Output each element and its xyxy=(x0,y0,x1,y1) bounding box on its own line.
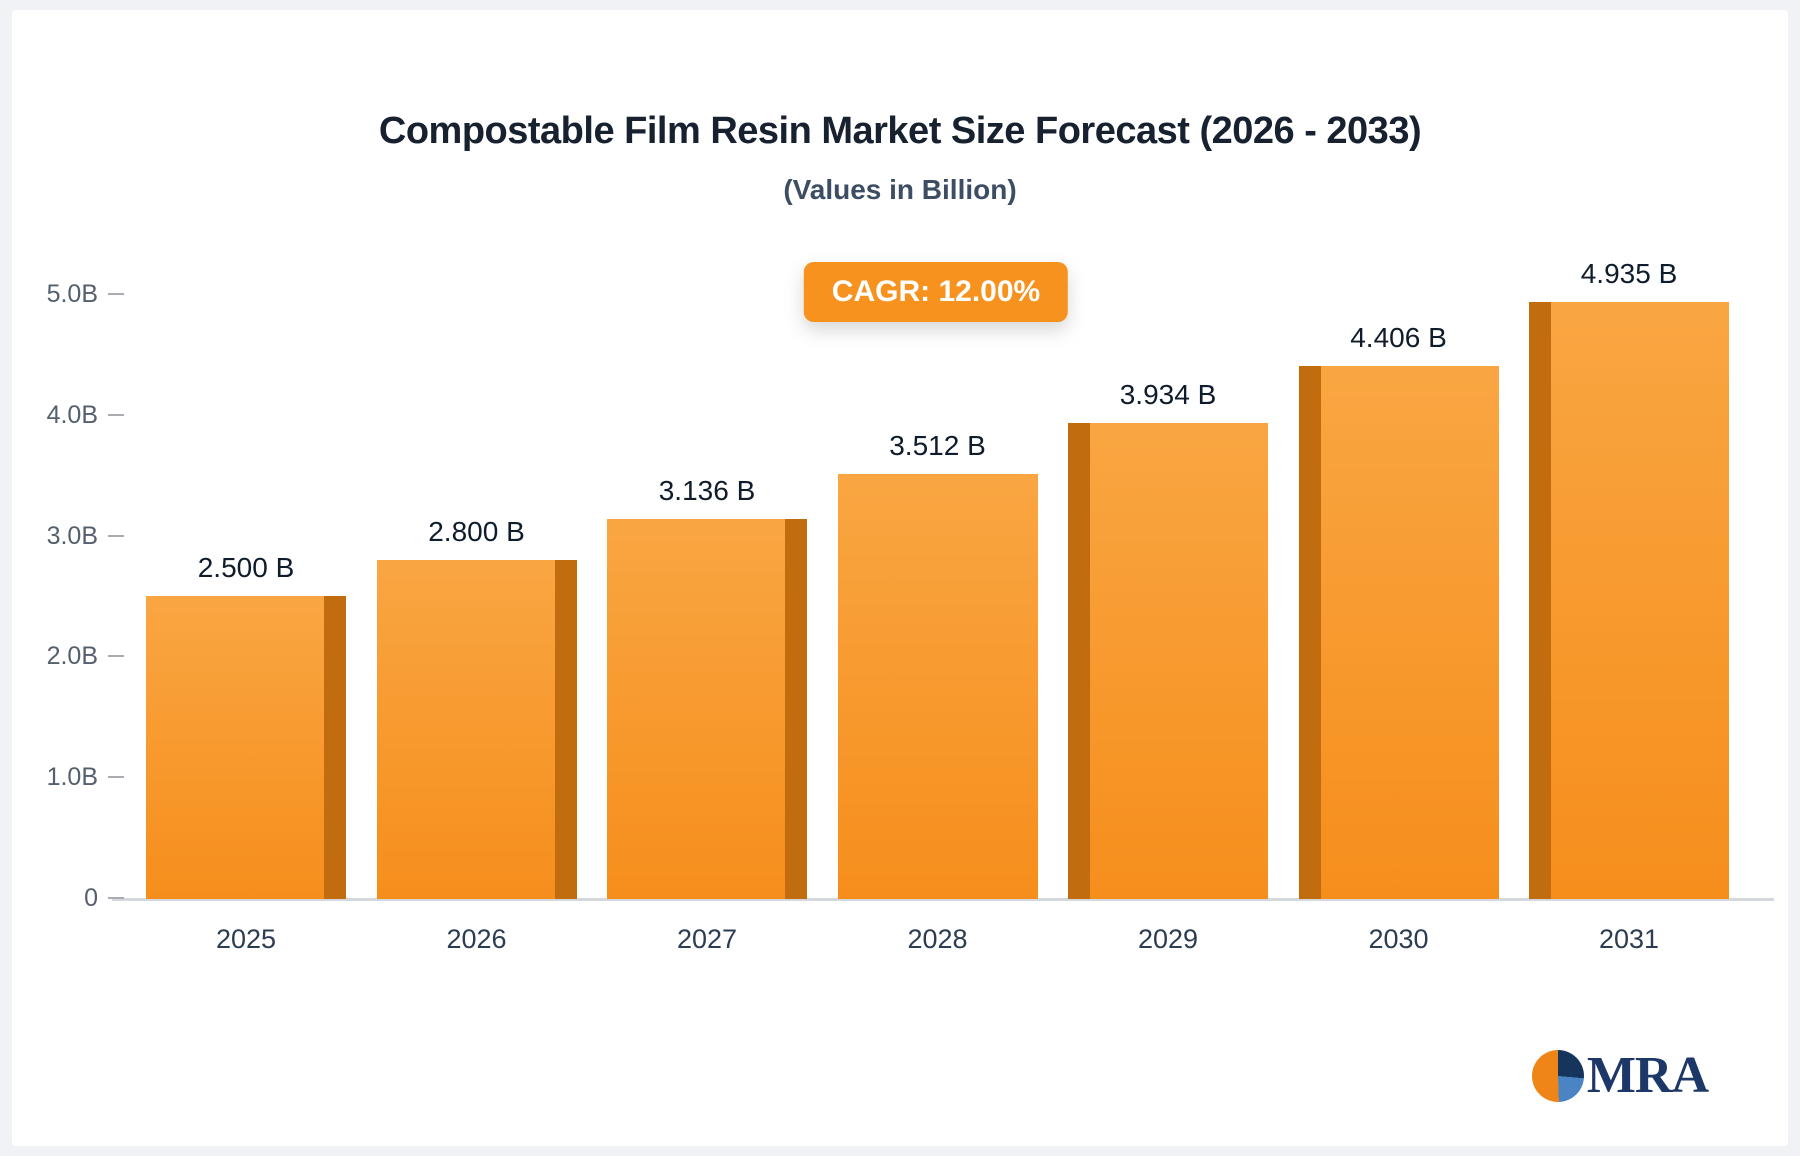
bar xyxy=(146,596,324,899)
x-axis-line xyxy=(112,898,1774,901)
bar-side xyxy=(1068,422,1090,899)
bar-value-label: 3.934 B xyxy=(1119,378,1217,410)
y-axis-label: 2.0B xyxy=(46,642,98,671)
mra-logo-text: MRA xyxy=(1586,1047,1709,1104)
bar-value-label: 3.512 B xyxy=(889,429,986,461)
cagr-badge-label: CAGR: 12.00% xyxy=(831,275,1041,308)
bar xyxy=(607,519,785,899)
bar-side xyxy=(324,596,346,899)
y-axis-tick xyxy=(108,776,124,779)
y-axis-tick xyxy=(108,655,124,658)
y-axis-label: 1.0B xyxy=(46,763,98,792)
bar-value-label: 2.500 B xyxy=(197,552,295,583)
x-axis-label: 2027 xyxy=(676,924,738,954)
bar-side xyxy=(1529,301,1551,899)
x-axis-label: 2026 xyxy=(446,924,507,954)
x-axis-label: 2028 xyxy=(907,924,968,954)
x-axis-label: 2025 xyxy=(215,924,277,954)
y-axis-label: 5.0B xyxy=(46,280,98,308)
bar xyxy=(376,559,555,899)
y-axis-label: 0 xyxy=(84,884,98,912)
mra-logo-pie-icon xyxy=(1531,1050,1584,1102)
y-axis-label: 4.0B xyxy=(46,400,98,429)
y-axis-tick xyxy=(108,897,124,899)
x-axis-label: 2029 xyxy=(1137,924,1199,954)
bar xyxy=(1320,365,1499,899)
bar-value-label: 4.406 B xyxy=(1350,321,1447,353)
y-axis-tick xyxy=(108,413,124,416)
bar xyxy=(837,473,1038,899)
bar-value-label: 2.800 B xyxy=(428,515,525,547)
bar-value-label: 3.136 B xyxy=(658,475,756,507)
chart-title: Compostable Film Resin Market Size Forec… xyxy=(378,110,1422,152)
x-axis-label: 2031 xyxy=(1598,924,1660,954)
bar xyxy=(1090,422,1268,899)
chart-subtitle: (Values in Billion) xyxy=(783,174,1017,205)
bar xyxy=(1551,301,1729,899)
bar-side xyxy=(1298,365,1321,899)
mra-logo: MRA xyxy=(1531,1047,1709,1104)
bar-value-label: 4.935 B xyxy=(1580,257,1678,289)
y-axis-tick xyxy=(108,534,124,537)
bar-side xyxy=(554,559,577,899)
chart-card: Compostable Film Resin Market Size Forec… xyxy=(12,10,1788,1146)
y-axis-tick xyxy=(108,293,124,295)
y-axis-label: 3.0B xyxy=(46,521,98,550)
x-axis-label: 2030 xyxy=(1368,924,1429,954)
bar-side xyxy=(785,519,807,899)
plot-area: 5.0B 4.0B 3.0B 2.0B 1.0B 0 2.500 B 2025 2.800 B 2… xyxy=(12,10,1788,1146)
cagr-badge: CAGR: 12.00% xyxy=(803,262,1069,322)
